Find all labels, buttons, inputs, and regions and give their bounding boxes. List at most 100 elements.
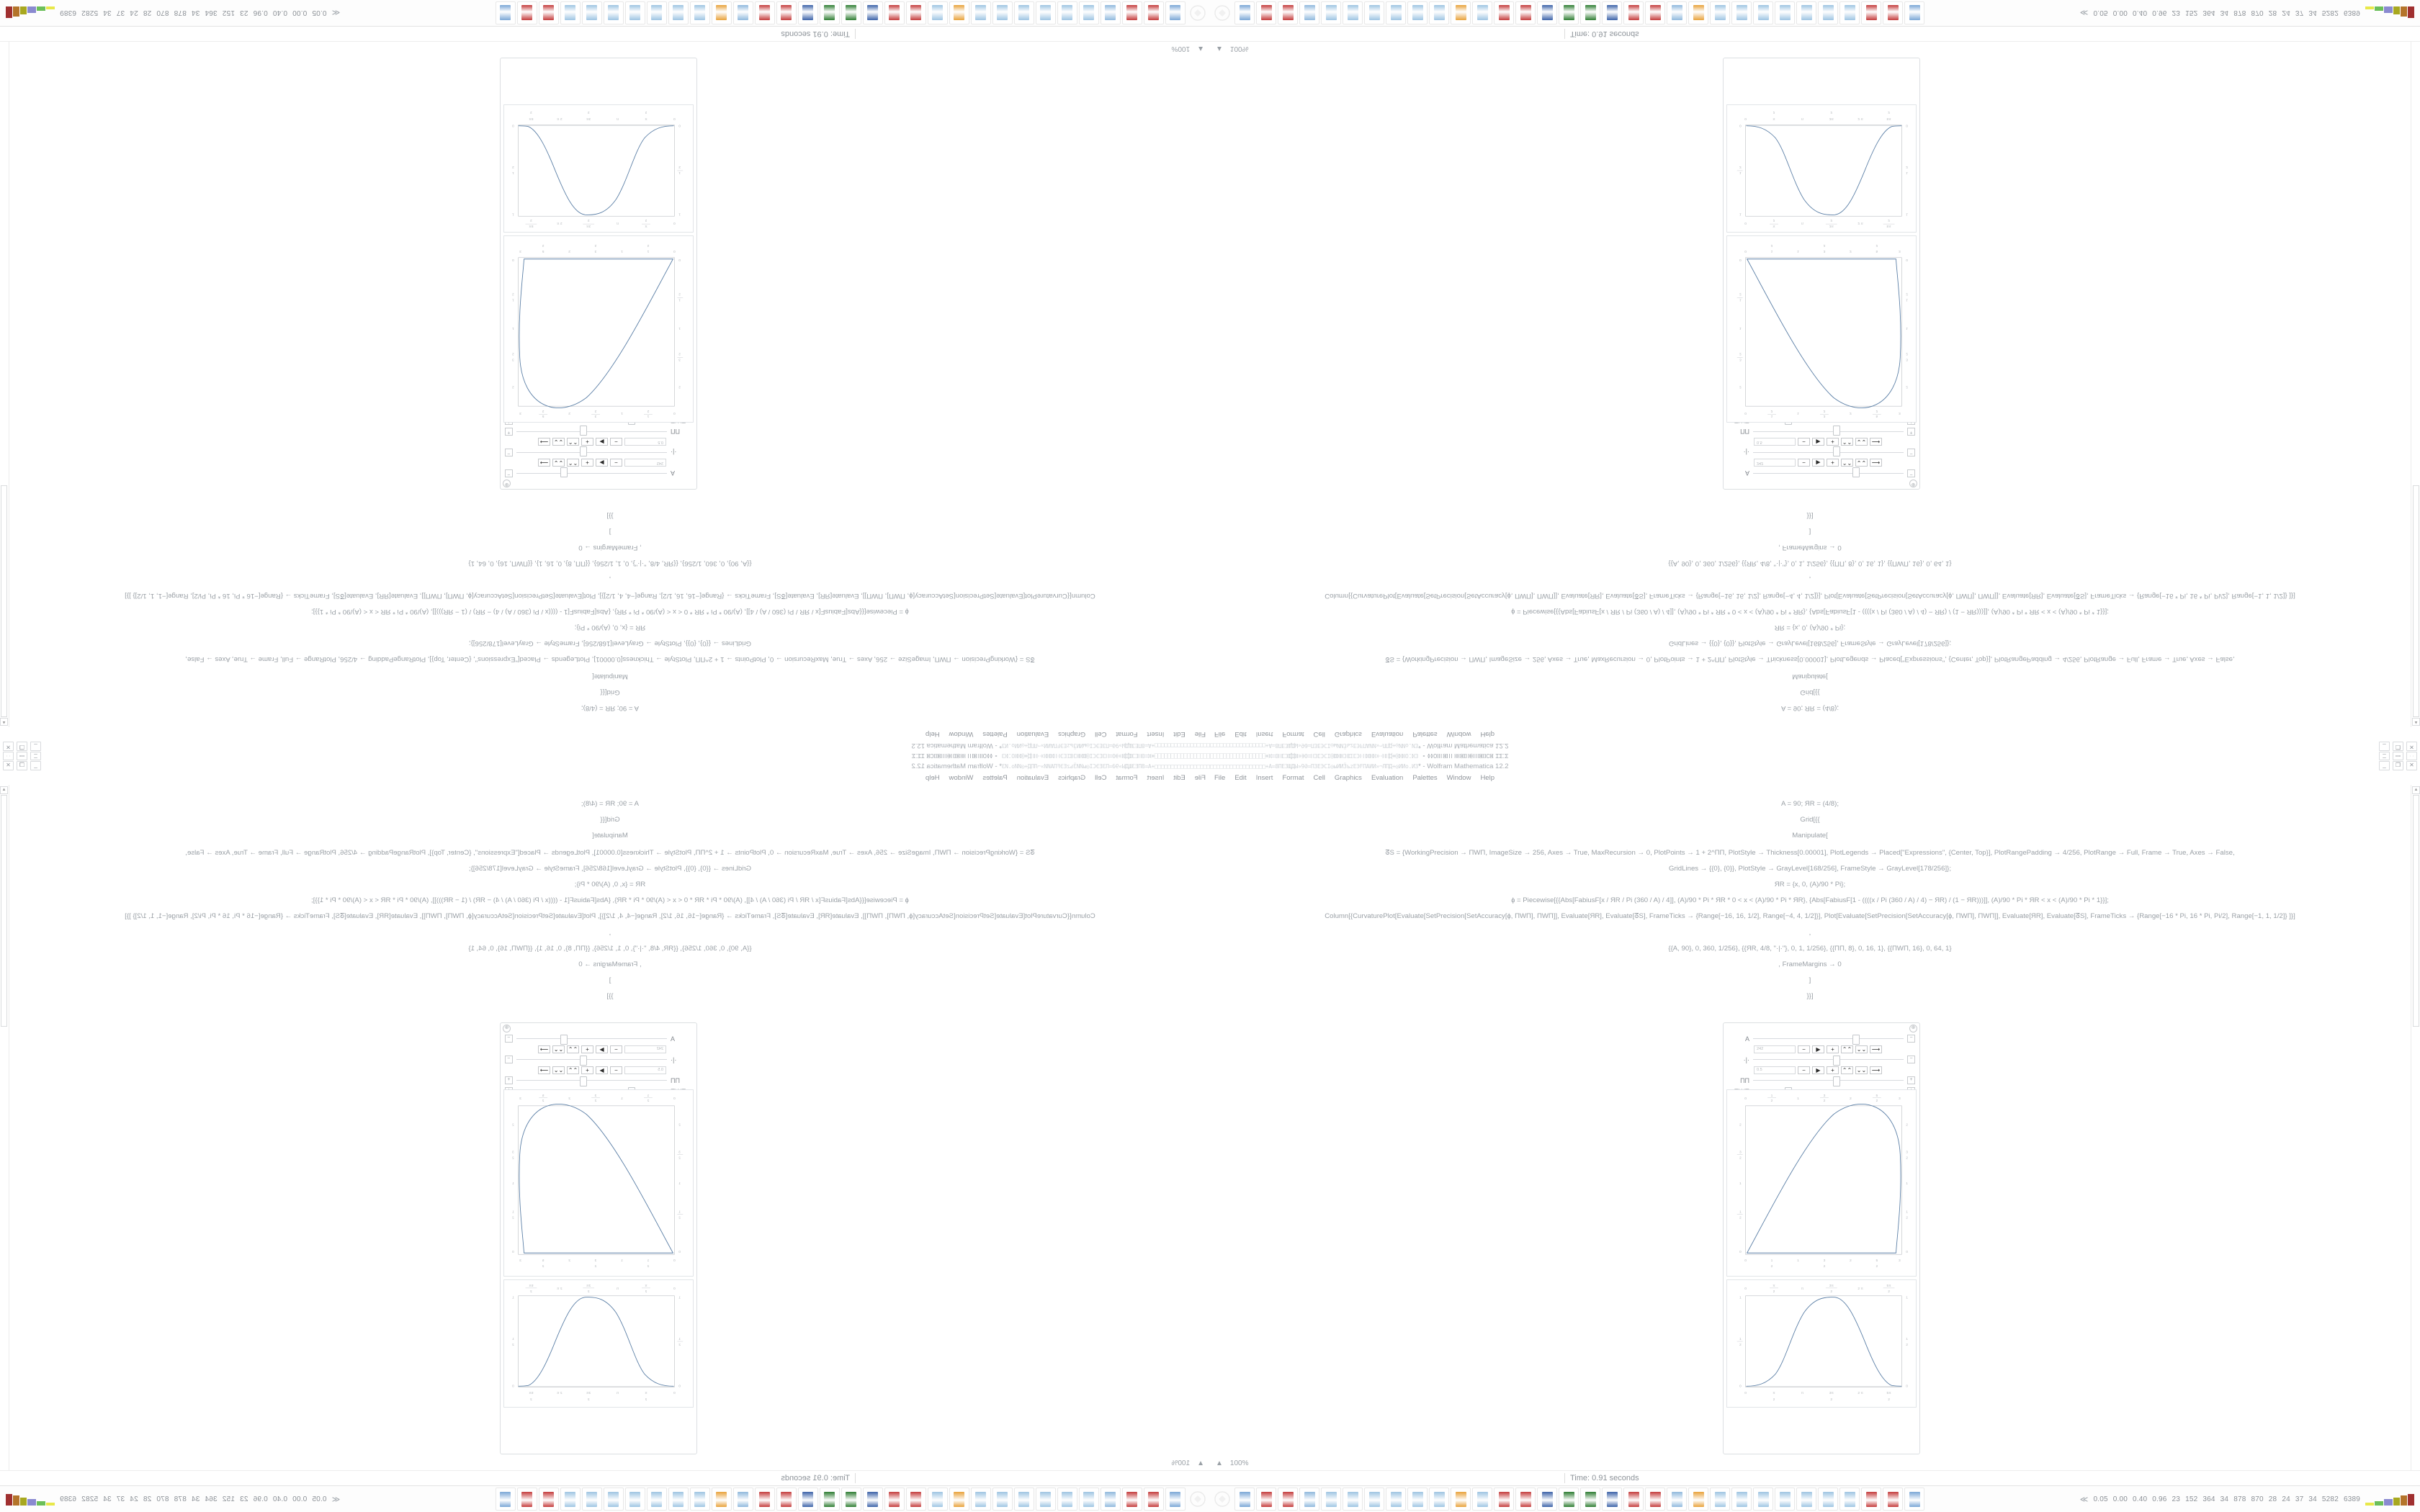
fabius-plot-panel[interactable]: 0 π 2 π 3π 2 2 π 5π 2: [1726, 1279, 1917, 1408]
window-button-9[interactable]: [1407, 1, 1428, 24]
window-button-32[interactable]: [1904, 1488, 1924, 1511]
window-button-30[interactable]: [1861, 1488, 1881, 1511]
window-button-19[interactable]: [1623, 1488, 1644, 1511]
control-row-R[interactable]: ·|· −: [1724, 446, 1919, 458]
window-button-4[interactable]: [1101, 1, 1121, 24]
zoom-level-label[interactable]: 100%: [1171, 1459, 1191, 1467]
play-button-R[interactable]: ▶: [596, 1066, 608, 1074]
play-button-R[interactable]: ▶: [596, 438, 608, 446]
window-button-9[interactable]: [1407, 1488, 1428, 1511]
increment-button-A[interactable]: +: [581, 1045, 593, 1053]
window-button-3[interactable]: [1278, 1488, 1298, 1511]
decrement-button-A[interactable]: −: [610, 459, 622, 467]
system-tray[interactable]: ≪ 0.05 0.00 0.40 0.96 23 152 364 34 878 …: [0, 1493, 340, 1506]
window-controls[interactable]: _ ❐ ✕: [3, 761, 41, 770]
input-cell[interactable]: A = 90; ЯR = (4/8); Grid[{{ Manipulate[ …: [1210, 512, 2410, 712]
window-controls[interactable]: _ ❐ ✕: [3, 742, 41, 751]
manipulate-menu-icon[interactable]: ⊕: [503, 1025, 511, 1032]
window-button-10[interactable]: [971, 1488, 991, 1511]
window-button-21[interactable]: [733, 1488, 753, 1511]
tray-expand-icon[interactable]: ≪: [2079, 8, 2089, 17]
menu-item-graphics[interactable]: Graphics: [1334, 774, 1362, 782]
window-button-15[interactable]: [1537, 1488, 1557, 1511]
scrollbar-thumb[interactable]: [2413, 485, 2419, 717]
menubar[interactable]: File Edit Insert Format Cell Graphics Ev…: [0, 773, 1210, 783]
fastdown-button-R[interactable]: ⌄⌄: [552, 1066, 565, 1074]
slider-R[interactable]: [1753, 1055, 1904, 1066]
window-button-12[interactable]: [1472, 1, 1492, 24]
increment-button-R[interactable]: +: [1827, 1066, 1839, 1074]
minimize-button-back[interactable]: _: [2379, 756, 2390, 760]
fastup-button-A[interactable]: ⌃⌃: [1841, 1045, 1853, 1053]
window-button-16[interactable]: [1559, 1, 1579, 24]
menu-item-format[interactable]: Format: [1282, 730, 1304, 738]
taskbar[interactable]: ≪ 0.05 0.00 0.40 0.96 23 152 364 34 878 …: [1210, 1485, 2420, 1512]
maximize-button[interactable]: ❐: [2393, 761, 2403, 770]
window-button-12[interactable]: [928, 1488, 948, 1511]
decrement-button-A[interactable]: −: [1798, 459, 1810, 467]
window-button-10[interactable]: [1429, 1488, 1449, 1511]
notebook-window[interactable]: □□□□□□□□□□□□□□□□□+A=8ПЕЗЩДЫ»9Ә=ПЗЕЭСІ◎ыИ…: [0, 0, 1210, 752]
tray-expand-icon[interactable]: ≪: [331, 1495, 341, 1504]
slider-knob-R[interactable]: [580, 446, 588, 457]
window-button-8[interactable]: [1014, 1, 1034, 24]
value-field-R[interactable]: 0.5: [1754, 1066, 1796, 1074]
window-button-21[interactable]: [1667, 1488, 1687, 1511]
stepper-row-A[interactable]: 242 − ▶ + ⌃⌃ ⌄⌄ ⟶: [1724, 1044, 1919, 1054]
menu-item-file[interactable]: File: [1214, 730, 1226, 738]
slider-knob-R[interactable]: [1832, 1055, 1840, 1066]
menu-item-file[interactable]: File: [1194, 730, 1206, 738]
window-button-4[interactable]: [1101, 1488, 1121, 1511]
window-button-3[interactable]: [1278, 1, 1298, 24]
window-button-1[interactable]: [1165, 1488, 1186, 1511]
minimize-button[interactable]: _: [2379, 761, 2390, 770]
reset-button-A[interactable]: ⟶: [1870, 1045, 1882, 1053]
window-button-30[interactable]: [1861, 1, 1881, 24]
window-button-21[interactable]: [733, 1, 753, 24]
window-button-3[interactable]: [1122, 1488, 1142, 1511]
control-row-R[interactable]: ·|· −: [1724, 1054, 1919, 1066]
fastup-button-R[interactable]: ⌃⌃: [567, 1066, 579, 1074]
menu-item-evaluation[interactable]: Evaluation: [1371, 730, 1404, 738]
zoom-control[interactable]: ▲ 100%: [1216, 1459, 1248, 1467]
system-tray[interactable]: ≪ 0.05 0.00 0.40 0.96 23 152 364 34 878 …: [0, 6, 340, 19]
zoom-caret-icon[interactable]: ▲: [1197, 1459, 1204, 1467]
window-button-12[interactable]: [1472, 1488, 1492, 1511]
collapse-button-R[interactable]: −: [1907, 449, 1915, 456]
menu-item-help[interactable]: Help: [1480, 730, 1494, 738]
window-controls-back[interactable]: _ ❐ ✕: [2379, 752, 2417, 756]
menu-item-window[interactable]: Window: [1446, 774, 1471, 782]
decrement-button-R[interactable]: −: [610, 438, 622, 446]
window-button-24[interactable]: [1731, 1, 1752, 24]
window-button-27[interactable]: [604, 1, 624, 24]
play-button-A[interactable]: ▶: [596, 1045, 608, 1053]
stepper-row-R[interactable]: 0.5 − ▶ + ⌃⌃ ⌄⌄ ⟶: [1724, 437, 1919, 447]
fastup-button-R[interactable]: ⌃⌃: [567, 438, 579, 446]
menu-item-graphics[interactable]: Graphics: [1058, 730, 1086, 738]
manipulate-panel[interactable]: ⊕ A − 242 − ▶ +: [500, 58, 697, 490]
window-button-4[interactable]: [1299, 1, 1319, 24]
fastup-button-A[interactable]: ⌃⌃: [567, 1045, 579, 1053]
curvature-plot-panel[interactable]: 0 1 2 1 3 2 2 5 2: [1726, 1089, 1917, 1277]
window-button-7[interactable]: [1364, 1488, 1384, 1511]
fabius-plot-panel[interactable]: 0 π 2 π 3π 2 2 π 5π 2: [503, 1279, 694, 1408]
window-button-10[interactable]: [971, 1, 991, 24]
window-controls[interactable]: _ ❐ ✕: [2379, 742, 2417, 751]
fastup-button-R[interactable]: ⌃⌃: [1841, 1066, 1853, 1074]
maximize-button[interactable]: ❐: [17, 742, 27, 751]
play-button-R[interactable]: ▶: [1812, 438, 1824, 446]
window-button-31[interactable]: [1883, 1488, 1903, 1511]
menubar[interactable]: File Edit Insert Format Cell Graphics Ev…: [1210, 729, 2420, 739]
fastdown-button-R[interactable]: ⌄⌄: [552, 438, 565, 446]
close-button[interactable]: ✕: [3, 761, 14, 770]
notebook-window[interactable]: □□□□□□□□□□□□□□□□□+A=8ПЕЗЩДЫ»9Ә=ПЗЕЭСІ◎ыИ…: [1210, 760, 2420, 1512]
window-button-26[interactable]: [625, 1488, 645, 1511]
window-controls[interactable]: _ ❐ ✕: [2379, 761, 2417, 770]
control-row-PP[interactable]: ПП +: [501, 426, 696, 437]
notebook-titlebar[interactable]: □□□□□□□□□□□□□□□□□+A=8ПЕЗЩДЫ»9Ә=ПЗЕЭСІ◎ыИ…: [1210, 760, 2420, 773]
window-button-23[interactable]: [1710, 1, 1730, 24]
window-button-30[interactable]: [539, 1488, 559, 1511]
control-row-A[interactable]: A −: [1724, 467, 1919, 479]
window-button-24[interactable]: [668, 1, 689, 24]
scroll-up-arrow[interactable]: ▲: [0, 786, 8, 794]
